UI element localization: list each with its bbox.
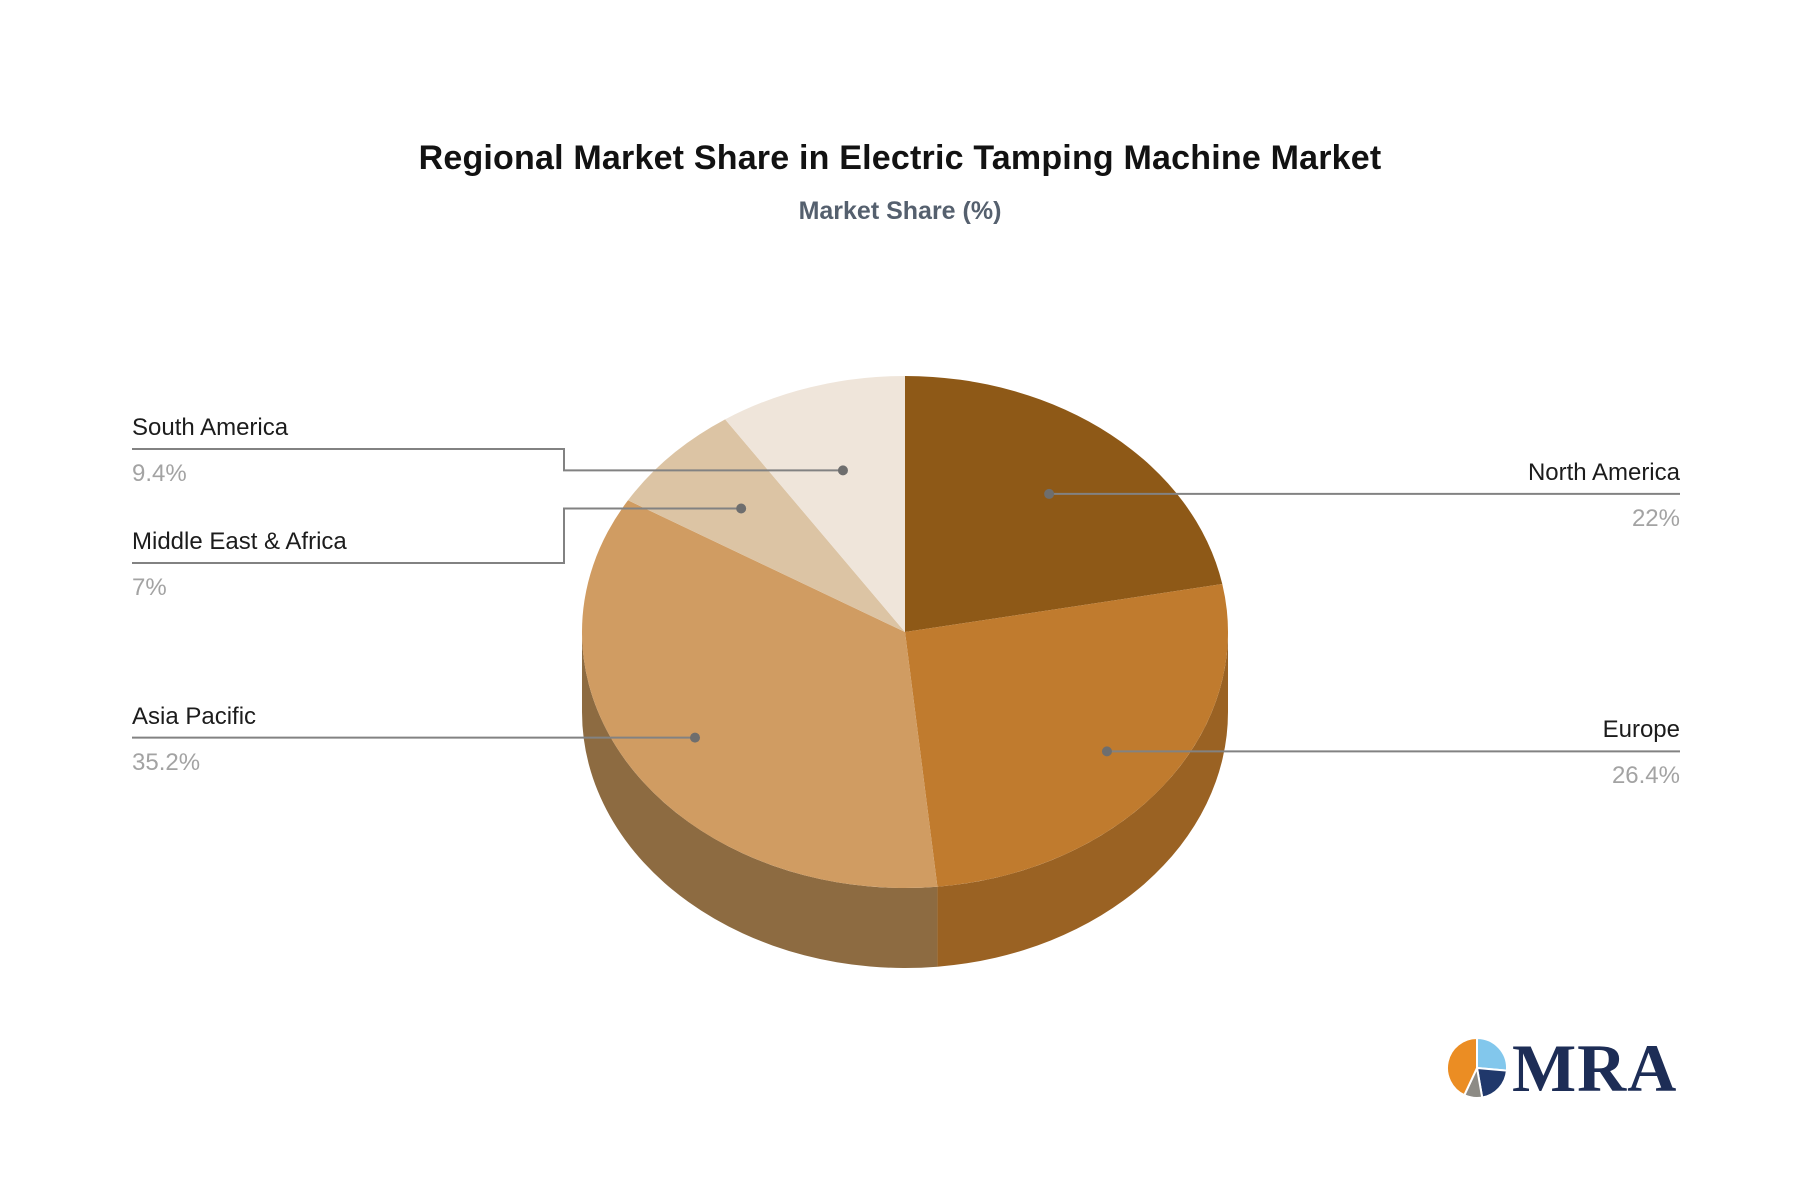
callout-dot-south-america [837,465,848,476]
slice-label: North America [1527,458,1680,486]
chart-title: Regional Market Share in Electric Tampin… [418,139,1382,177]
slice-value: 22% [1631,504,1680,532]
pie-slice-north-america [905,376,1223,632]
mra-logo: MRA [1446,1034,1677,1102]
logo-slice-lightblue [1476,1037,1508,1072]
slice-label: Middle East & Africa [132,528,347,555]
callout-europe: Europe 26.4% [1240,715,1680,791]
callout-dot-asia-pacific [690,732,701,743]
callout-asia-pacific: Asia Pacific 35.2% [132,702,572,778]
pie-slice-south-america [725,376,905,632]
slice-label: Europe [1602,716,1680,744]
slice-value: 26.4% [1611,762,1680,790]
pie-slice-asia-pacific [582,500,938,889]
slice-value: 9.4% [132,460,187,487]
callout-north-america: North America 22% [1240,458,1680,534]
chart-subtitle: Market Share (%) [798,197,1002,225]
callout-line-middle-east-africa [132,507,742,564]
callout-south-america: South America 9.4% [132,413,572,489]
mra-logo-pie-icon [1446,1037,1508,1099]
logo-slice-orange [1446,1037,1478,1097]
slice-label: South America [132,414,289,441]
slice-value: 7% [132,574,167,601]
mra-logo-text: MRA [1512,1030,1678,1106]
slice-value: 35.2% [132,748,201,776]
callout-line-south-america [132,448,843,472]
callout-dot-middle-east-africa [736,503,747,514]
pie-slice-middle-east-africa [628,419,905,632]
pie-slice-europe [905,584,1228,887]
pie-side-europe [937,632,1228,967]
callout-dot-europe [1101,746,1112,757]
callout-middle-east-africa: Middle East & Africa 7% [132,527,572,603]
slice-label: Asia Pacific [132,702,257,730]
callout-dot-north-america [1044,488,1055,499]
pie-side-asia-pacific [582,632,938,968]
